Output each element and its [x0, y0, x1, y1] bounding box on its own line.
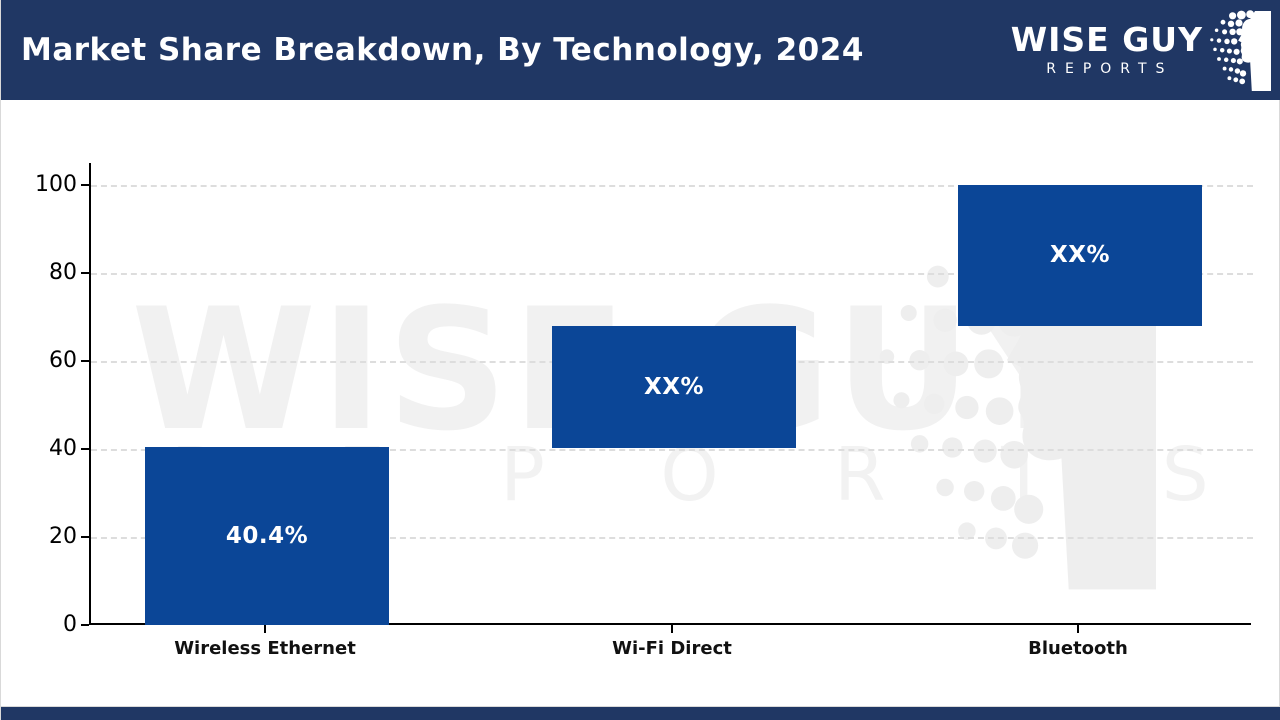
logo-dotted-face-icon — [1210, 10, 1271, 91]
y-tick-mark — [81, 536, 89, 538]
y-tick-mark — [81, 184, 89, 186]
gridline — [91, 537, 1253, 539]
y-tick-mark — [81, 624, 89, 626]
logo-text: WISE GUY REPORTS — [1011, 20, 1203, 77]
x-tick-mark — [264, 625, 266, 633]
bar-value-label: XX% — [643, 373, 704, 400]
logo-reports-label: REPORTS — [1046, 61, 1174, 77]
logo-wiseguy-label: WISE GUY — [1010, 20, 1203, 59]
chart-title: Market Share Breakdown, By Technology, 2… — [21, 32, 864, 68]
bar-value-label: XX% — [1049, 242, 1110, 269]
x-tick-mark — [1077, 625, 1079, 633]
x-category-label-wireless-ethernet: Wireless Ethernet — [174, 638, 356, 659]
footer-divider — [1, 706, 1280, 707]
y-tick-label: 60 — [49, 348, 77, 373]
y-tick-mark — [81, 448, 89, 450]
y-tick-label: 20 — [49, 524, 77, 549]
y-tick-label: 40 — [49, 436, 77, 461]
footer-bar — [1, 707, 1280, 720]
bar-wi-fi-direct: XX% — [552, 325, 796, 449]
plot-area: 40.4% XX% XX% — [89, 163, 1253, 625]
chart-area: 40.4% XX% XX% 0 20 40 60 80 100 Wireless Etherne… — [1, 100, 1280, 706]
bar-wireless-ethernet: 40.4% — [145, 447, 389, 625]
wise-guy-reports-logo: WISE GUY REPORTS — [1011, 8, 1271, 94]
y-tick-mark — [81, 360, 89, 362]
x-tick-mark — [671, 625, 673, 633]
x-category-label-wi-fi-direct: Wi-Fi Direct — [612, 638, 732, 659]
bar-value-label: 40.4% — [225, 523, 309, 550]
y-tick-label: 0 — [63, 612, 77, 637]
gridline — [91, 273, 1253, 275]
header-bar: Market Share Breakdown, By Technology, 2… — [1, 0, 1280, 100]
gridline — [91, 449, 1253, 451]
gridline — [91, 185, 1253, 187]
bar-bluetooth: XX% — [958, 185, 1202, 326]
y-tick-label: 80 — [49, 260, 77, 285]
x-category-label-bluetooth: Bluetooth — [1028, 638, 1128, 659]
y-tick-mark — [81, 272, 89, 274]
y-tick-label: 100 — [35, 172, 77, 197]
